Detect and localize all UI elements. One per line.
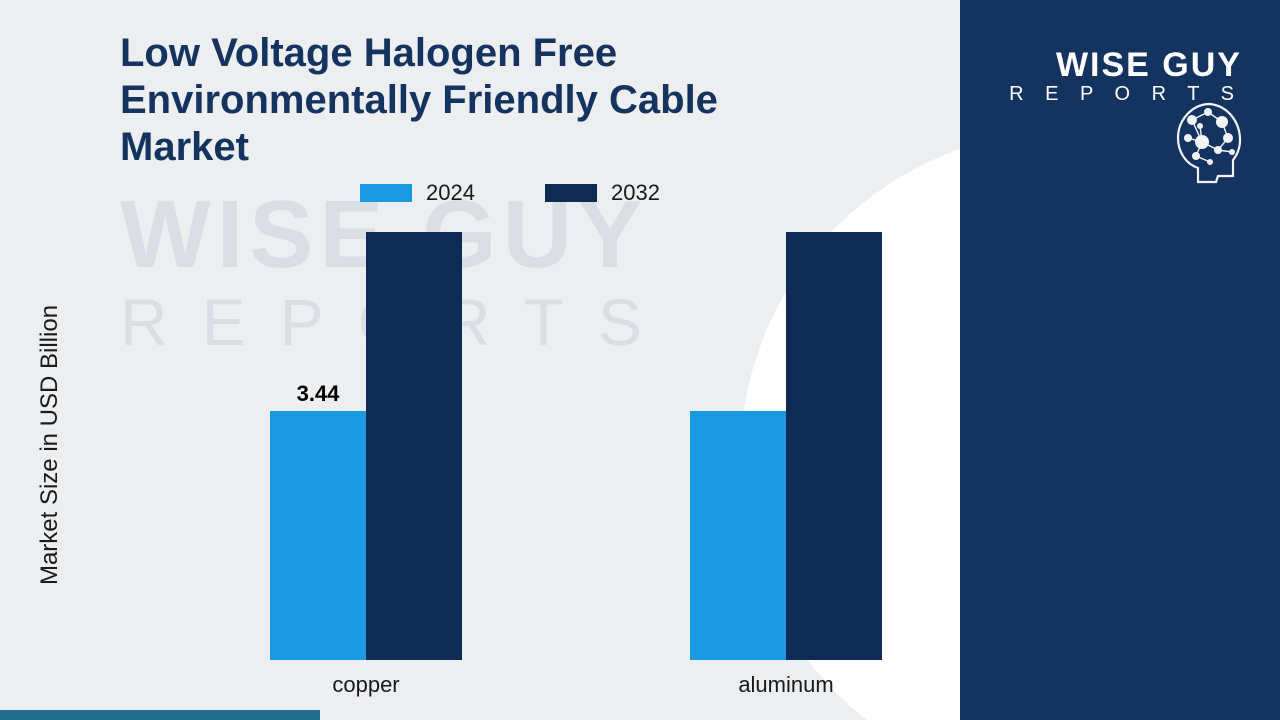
category-label-aluminum: aluminum xyxy=(738,672,833,698)
bar-group-aluminum: aluminum xyxy=(690,225,882,660)
legend-label-2024: 2024 xyxy=(426,180,475,206)
bar-group-copper: 3.44copper xyxy=(270,225,462,660)
legend-swatch-2024 xyxy=(360,184,412,202)
y-axis-label: Market Size in USD Billion xyxy=(36,305,64,585)
right-panel xyxy=(960,0,1280,720)
market-size-chart: 2024 2032 Market Size in USD Billion 3.4… xyxy=(60,180,960,710)
bar-copper-2032 xyxy=(366,232,462,660)
chart-legend: 2024 2032 xyxy=(60,180,960,206)
stage: WISE GUY R E P O R T S WISE GUY REPORTS … xyxy=(0,0,1280,720)
legend-label-2032: 2032 xyxy=(611,180,660,206)
page-title: Low Voltage Halogen Free Environmentally… xyxy=(120,30,740,172)
legend-item-2024: 2024 xyxy=(360,180,475,206)
bottom-accent-strip xyxy=(0,710,320,720)
brand-logo: WISE GUY R E P O R T S xyxy=(1009,48,1242,104)
legend-swatch-2032 xyxy=(545,184,597,202)
bar-copper-2024: 3.44 xyxy=(270,411,366,660)
category-label-copper: copper xyxy=(332,672,399,698)
chart-plot-area: 3.44copper aluminum xyxy=(130,225,960,660)
data-label: 3.44 xyxy=(297,381,340,407)
bar-aluminum-2024 xyxy=(690,411,786,660)
logo-text-line1: WISE GUY xyxy=(1009,48,1242,82)
logo-text-line2: R E P O R T S xyxy=(1009,84,1242,104)
bar-aluminum-2032 xyxy=(786,232,882,660)
legend-item-2032: 2032 xyxy=(545,180,660,206)
